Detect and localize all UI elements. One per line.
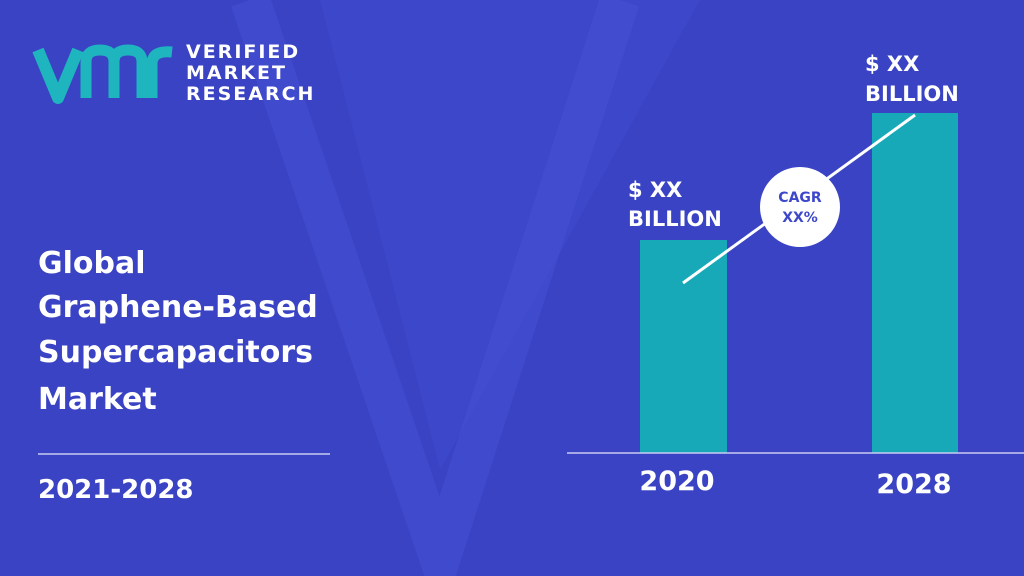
title-line: Supercapacitors [38, 335, 313, 370]
year-label: 2020 [639, 466, 714, 497]
logo-text: VERIFIED [186, 41, 300, 63]
logo-mark [32, 47, 84, 104]
title-line: Global [38, 246, 146, 281]
background-v-stroke [231, 0, 640, 576]
bar-label: $ XX [865, 52, 919, 76]
logo-mark [80, 44, 173, 98]
bar-label: $ XX [628, 178, 682, 202]
year-label: 2028 [876, 469, 951, 500]
bar-label: BILLION [628, 207, 722, 231]
logo: VERIFIED MARKET RESEARCH [32, 41, 315, 105]
bar [640, 240, 727, 453]
bar-label: BILLION [865, 82, 959, 106]
logo-text: MARKET [186, 62, 287, 84]
cagr-text: CAGR [778, 190, 822, 206]
period: 2021-2028 [38, 475, 194, 505]
chart: CAGR XX% $ XX BILLION $ XX BILLION 2020 … [567, 52, 1024, 500]
logo-text: RESEARCH [186, 83, 315, 105]
cagr-text: XX% [782, 210, 818, 226]
title-line: Graphene-Based [38, 290, 318, 325]
title-line: Market [38, 382, 157, 417]
bar [872, 113, 958, 453]
cagr-circle [760, 167, 840, 247]
